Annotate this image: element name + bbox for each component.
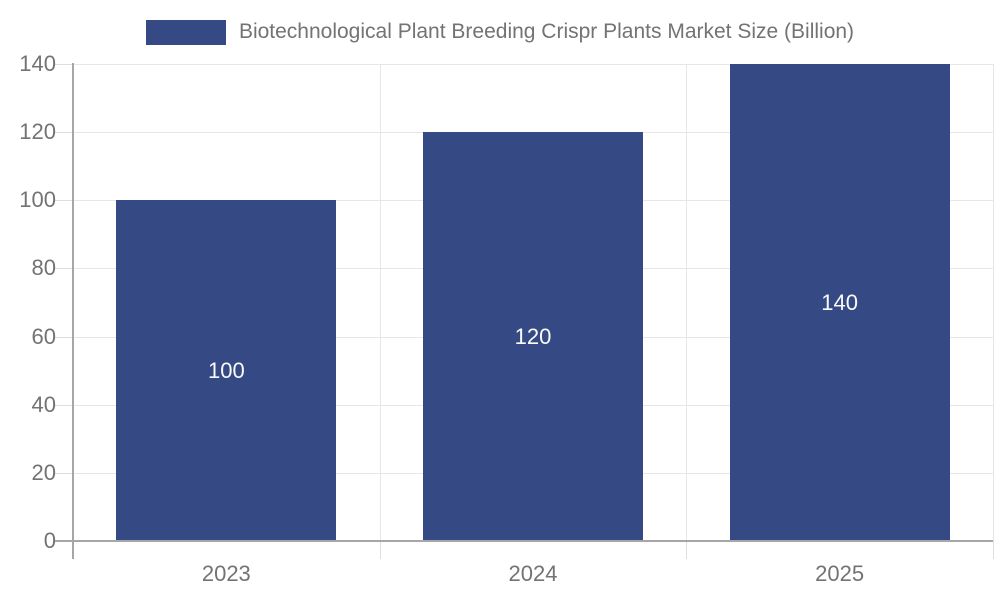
bar-value-label: 140	[821, 289, 859, 315]
x-axis-line	[55, 540, 993, 542]
x-gridline	[686, 64, 688, 541]
x-tick-label: 2024	[508, 561, 558, 586]
y-tick-label: 120	[19, 119, 56, 145]
y-tick	[55, 268, 73, 270]
y-tick	[55, 132, 73, 134]
legend: Biotechnological Plant Breeding Crispr P…	[0, 14, 1000, 50]
bar-2025	[729, 64, 950, 541]
x-tick	[993, 541, 994, 559]
y-tick-label: 0	[43, 528, 56, 553]
y-tick-label: 20	[31, 459, 56, 485]
y-tick	[55, 336, 73, 338]
x-tick-label: 2025	[815, 561, 865, 586]
x-tick	[686, 541, 688, 559]
x-gridline	[379, 64, 381, 541]
x-tick-label: 2023	[201, 561, 251, 586]
y-gridline	[60, 64, 993, 65]
legend-label: Biotechnological Plant Breeding Crispr P…	[238, 20, 855, 43]
bar-2023	[116, 200, 337, 541]
y-tick	[55, 200, 73, 202]
y-tick-label: 100	[19, 187, 56, 213]
y-tick-label: 60	[31, 323, 56, 349]
y-tick-label: 80	[31, 255, 56, 281]
x-gridline	[993, 64, 994, 541]
bar-2024	[423, 132, 643, 541]
bar-value-label: 100	[207, 357, 245, 383]
y-tick	[55, 472, 73, 474]
y-tick	[55, 404, 73, 406]
x-tick	[379, 541, 381, 559]
legend-swatch	[145, 19, 226, 45]
y-tick-label: 40	[31, 391, 56, 417]
y-axis-line	[72, 63, 74, 559]
y-tick-label: 140	[19, 51, 56, 76]
bar-value-label: 120	[514, 323, 552, 349]
y-tick	[55, 64, 73, 65]
